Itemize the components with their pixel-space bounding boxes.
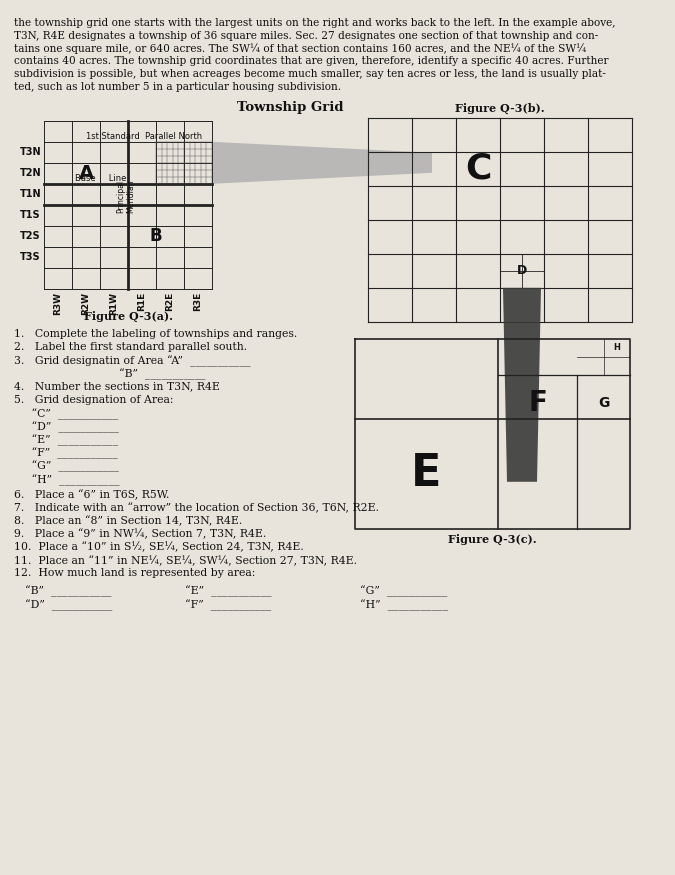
Text: H: H bbox=[614, 343, 620, 353]
Text: 12.  How much land is represented by area:: 12. How much land is represented by area… bbox=[14, 569, 255, 578]
Text: R2E: R2E bbox=[165, 291, 175, 311]
Text: 4.   Number the sections in T3N, R4E: 4. Number the sections in T3N, R4E bbox=[14, 382, 220, 392]
Text: T2S: T2S bbox=[20, 231, 41, 242]
Text: “G”  ___________: “G” ___________ bbox=[14, 461, 119, 472]
Text: “G”  ___________: “G” ___________ bbox=[360, 585, 448, 597]
Text: 5.   Grid designation of Area:: 5. Grid designation of Area: bbox=[14, 395, 173, 405]
Text: R2W: R2W bbox=[82, 291, 90, 315]
Text: 2.   Label the first standard parallel south.: 2. Label the first standard parallel sou… bbox=[14, 342, 247, 352]
Text: tains one square mile, or 640 acres. The SW¼ of that section contains 160 acres,: tains one square mile, or 640 acres. The… bbox=[14, 44, 587, 54]
Text: R1E: R1E bbox=[138, 291, 146, 311]
Text: T3N: T3N bbox=[20, 147, 41, 158]
Text: T2N: T2N bbox=[20, 168, 41, 178]
Text: “E”  ___________: “E” ___________ bbox=[14, 434, 118, 446]
Text: “H”  ___________: “H” ___________ bbox=[14, 474, 119, 486]
Text: Figure Q-3(c).: Figure Q-3(c). bbox=[448, 534, 537, 545]
Text: A: A bbox=[78, 164, 94, 183]
Text: D: D bbox=[517, 264, 527, 277]
Text: T3N, R4E designates a township of 36 square miles. Sec. 27 designates one sectio: T3N, R4E designates a township of 36 squ… bbox=[14, 31, 598, 41]
Text: Figure Q-3(a).: Figure Q-3(a). bbox=[84, 311, 173, 322]
Text: “D”  ___________: “D” ___________ bbox=[25, 599, 112, 611]
Polygon shape bbox=[212, 142, 432, 184]
Text: the township grid one starts with the largest units on the right and works back : the township grid one starts with the la… bbox=[14, 18, 616, 28]
Text: Base     Line: Base Line bbox=[75, 174, 126, 183]
Text: 9.   Place a “9” in NW¼, Section 7, T3N, R4E.: 9. Place a “9” in NW¼, Section 7, T3N, R… bbox=[14, 528, 266, 539]
Text: R1W: R1W bbox=[109, 291, 119, 315]
Text: “B”  ___________: “B” ___________ bbox=[14, 368, 205, 380]
Text: 8.   Place an “8” in Section 14, T3N, R4E.: 8. Place an “8” in Section 14, T3N, R4E. bbox=[14, 515, 242, 526]
Text: 3.   Grid designatin of Area “A”  ___________: 3. Grid designatin of Area “A” _________… bbox=[14, 355, 250, 367]
Text: Township Grid: Township Grid bbox=[237, 101, 344, 114]
Text: “C”  ___________: “C” ___________ bbox=[14, 408, 118, 419]
Text: T1N: T1N bbox=[20, 189, 41, 200]
Text: “E”  ___________: “E” ___________ bbox=[185, 585, 271, 597]
Text: B: B bbox=[150, 228, 162, 245]
Text: T1S: T1S bbox=[20, 210, 41, 220]
Text: 7.   Indicate with an “arrow” the location of Section 36, T6N, R2E.: 7. Indicate with an “arrow” the location… bbox=[14, 502, 379, 513]
Text: C: C bbox=[465, 151, 491, 186]
Text: 6.   Place a “6” in T6S, R5W.: 6. Place a “6” in T6S, R5W. bbox=[14, 489, 169, 500]
Text: F: F bbox=[528, 388, 547, 416]
Text: 10.  Place a “10” in S½, SE¼, Section 24, T3N, R4E.: 10. Place a “10” in S½, SE¼, Section 24,… bbox=[14, 542, 304, 553]
Text: “D”  ___________: “D” ___________ bbox=[14, 421, 119, 433]
Text: R3E: R3E bbox=[194, 291, 202, 311]
Text: R3W: R3W bbox=[53, 291, 63, 315]
Text: ted, such as lot number 5 in a particular housing subdivision.: ted, such as lot number 5 in a particula… bbox=[14, 82, 341, 92]
Text: 1st Standard  Parallel North: 1st Standard Parallel North bbox=[86, 132, 202, 141]
Text: T3S: T3S bbox=[20, 252, 41, 262]
Text: 1.   Complete the labeling of townships and ranges.: 1. Complete the labeling of townships an… bbox=[14, 329, 297, 339]
Text: Figure Q-3(b).: Figure Q-3(b). bbox=[455, 102, 545, 114]
Polygon shape bbox=[503, 288, 541, 482]
Text: subdivision is possible, but when acreages become much smaller, say ten acres or: subdivision is possible, but when acreag… bbox=[14, 69, 606, 80]
Text: “F”  ___________: “F” ___________ bbox=[185, 599, 271, 611]
Text: “B”  ___________: “B” ___________ bbox=[25, 585, 111, 597]
Text: E: E bbox=[411, 452, 441, 495]
Text: G: G bbox=[598, 396, 610, 410]
Text: “F”  ___________: “F” ___________ bbox=[14, 448, 117, 459]
Text: 11.  Place an “11” in NE¼, SE¼, SW¼, Section 27, T3N, R4E.: 11. Place an “11” in NE¼, SE¼, SW¼, Sect… bbox=[14, 556, 357, 566]
Text: Principal
Meridian: Principal Meridian bbox=[116, 179, 136, 214]
Text: contains 40 acres. The township grid coordinates that are given, therefore, iden: contains 40 acres. The township grid coo… bbox=[14, 56, 608, 66]
Text: “H”  ___________: “H” ___________ bbox=[360, 599, 448, 611]
